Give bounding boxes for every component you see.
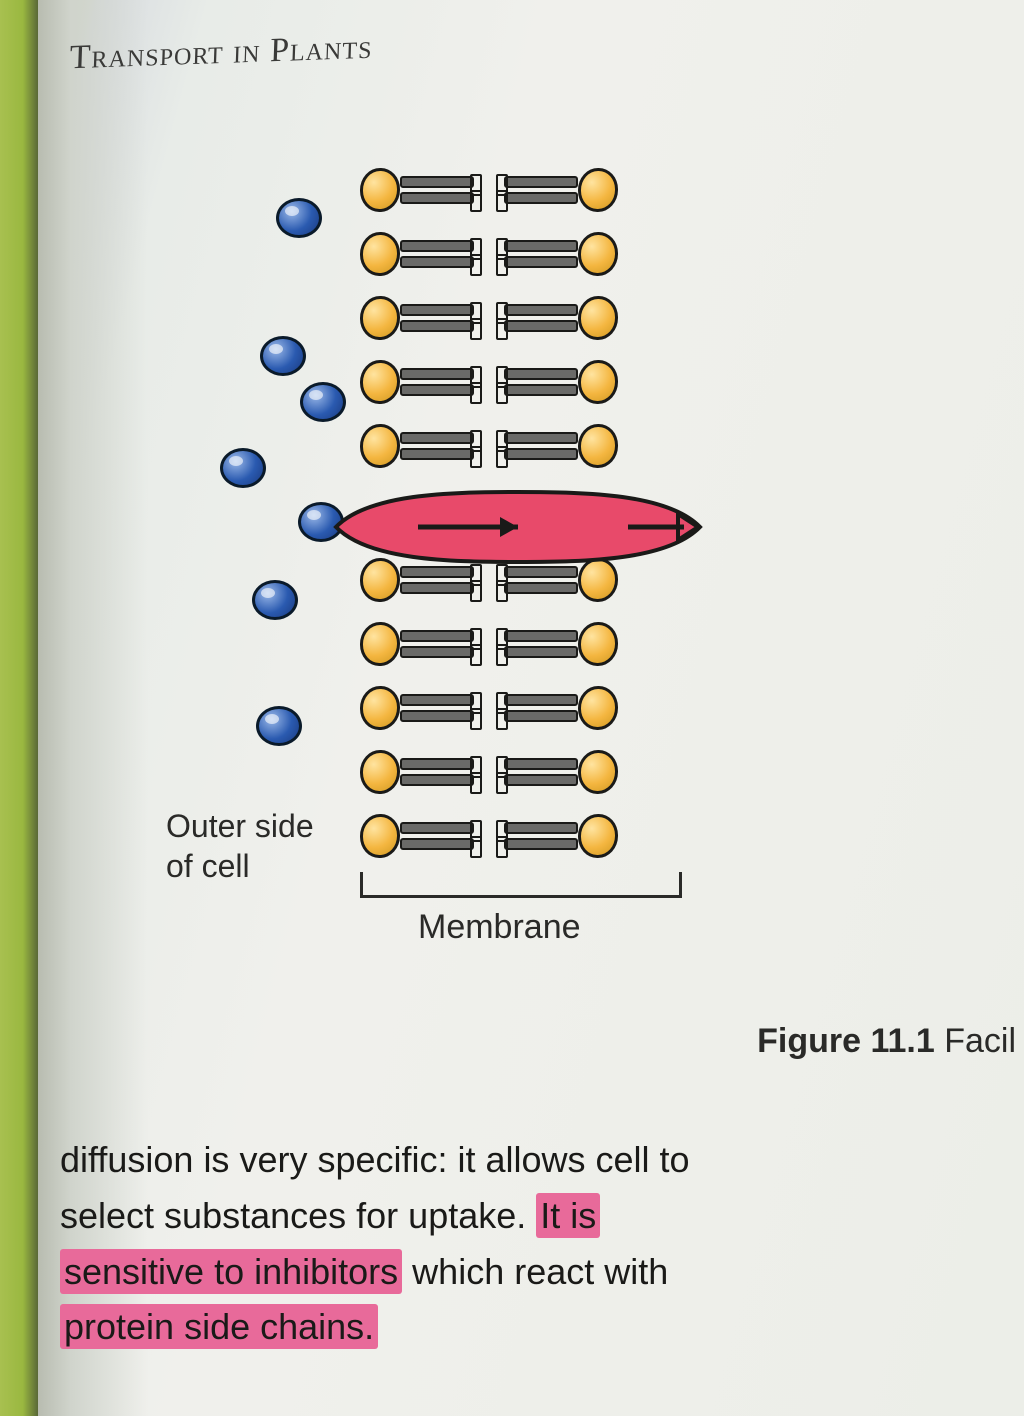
lipid-row [360,678,680,738]
figure-title-fragment: Facil [935,1022,1016,1060]
lipid-tails-icon [504,176,578,204]
membrane-label: Membrane [418,908,581,947]
text-line2: select substances for uptake. [60,1195,536,1236]
lipid-head-icon [578,686,618,730]
molecule-icon [276,198,322,238]
lipid-row [360,224,680,284]
lipid-tails-icon [400,240,474,268]
lipid-head-icon [360,360,400,404]
lipid-head-icon [578,232,618,276]
lipid-head-icon [360,168,400,212]
lipid-tails-icon [400,304,474,332]
molecule-icon [256,706,302,746]
running-header: Transport in Plants [69,29,373,78]
lipid-tails-icon [504,630,578,658]
lipid-row [360,352,680,412]
lipid-head-icon [360,686,400,730]
lipid-tails-icon [504,822,578,850]
lipid-head-icon [578,296,618,340]
lipid-row [360,288,680,348]
lipid-tails-icon [400,368,474,396]
lipid-row [360,416,680,476]
figure-caption: Figure 11.1 Facil [757,1022,1016,1061]
lipid-tails-icon [400,822,474,850]
highlight-2: sensitive to inhibitors [60,1249,402,1294]
book-spine [0,0,38,1416]
lipid-row [360,806,680,866]
transport-channel [328,488,708,566]
figure-number: Figure 11.1 [757,1022,935,1060]
lipid-tails-icon [400,432,474,460]
lipid-tails-icon [400,176,474,204]
molecule-icon [252,580,298,620]
lipid-tails-icon [504,368,578,396]
lipid-head-icon [360,622,400,666]
lipid-head-icon [578,814,618,858]
lipid-row [360,160,680,220]
lipid-head-icon [578,360,618,404]
outer-side-label: Outer sideof cell [166,806,314,886]
lipid-head-icon [360,424,400,468]
lipid-tails-icon [504,304,578,332]
membrane-diagram: Outer sideof cell Membrane [150,140,690,880]
highlight-1: It is [536,1193,600,1238]
lipid-tails-icon [400,694,474,722]
lipid-tails-icon [504,432,578,460]
lipid-head-icon [360,232,400,276]
lipid-head-icon [578,168,618,212]
lipid-tails-icon [400,566,474,594]
text-line1: diffusion is very specific: it allows ce… [60,1139,690,1180]
lipid-head-icon [578,750,618,794]
lipid-head-icon [360,814,400,858]
lipid-tails-icon [504,694,578,722]
lipid-tails-icon [504,240,578,268]
molecule-icon [260,336,306,376]
lipid-head-icon [360,750,400,794]
membrane-bracket [360,872,682,898]
lipid-head-icon [360,296,400,340]
lipid-head-icon [578,424,618,468]
molecule-icon [220,448,266,488]
lipid-tails-icon [400,630,474,658]
lipid-tails-icon [504,758,578,786]
lipid-row [360,742,680,802]
lipid-tails-icon [400,758,474,786]
lipid-head-icon [578,622,618,666]
molecule-icon [300,382,346,422]
highlight-3: protein side chains. [60,1304,378,1349]
body-paragraph: diffusion is very specific: it allows ce… [60,1132,880,1355]
lipid-tails-icon [504,566,578,594]
lipid-row [360,614,680,674]
text-line3: which react with [402,1251,668,1292]
